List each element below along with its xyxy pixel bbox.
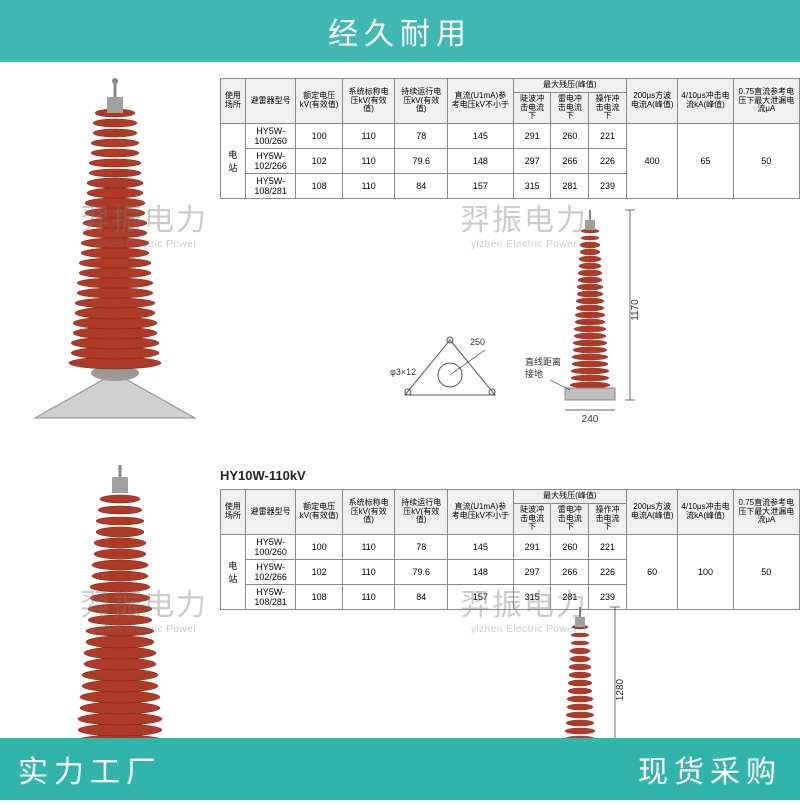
bottom-banner: 实力工厂 现货采购 <box>0 738 800 800</box>
sub-steep: 陡波冲击电流下 <box>513 92 551 123</box>
svg-text:φ3×12: φ3×12 <box>390 367 416 377</box>
watermark-4: 羿振电力 yizhen Electric Power <box>460 580 588 635</box>
col-system: 系统标称电压kV(有效值) <box>342 79 395 124</box>
table-1: 使用场所 避雷器型号 额定电压kV(有效值) 系统标称电压kV(有效值) 持续运… <box>220 78 800 199</box>
svg-text:1280: 1280 <box>615 678 626 701</box>
watermark-ch: 羿振电力 <box>80 195 208 239</box>
col-rated: 额定电压kV(有效值) <box>296 79 342 124</box>
top-banner-text: 经久耐用 <box>328 9 472 53</box>
svg-text:250: 250 <box>470 337 485 347</box>
svg-text:直线距离: 直线距离 <box>525 356 561 367</box>
table-row: 电站 HY5W-100/260 100 110 78 145 291 260 2… <box>221 535 800 560</box>
sub-operate: 操作冲击电流下 <box>589 92 627 123</box>
cell-place: 电站 <box>221 124 246 199</box>
svg-text:1170: 1170 <box>630 299 641 321</box>
svg-text:240: 240 <box>582 414 599 425</box>
col-cont: 持续运行电压kV(有效值) <box>395 79 448 124</box>
watermark-2: 羿振电力 yizhen Electric Power <box>460 195 588 250</box>
watermark-3: 羿振电力 yizhen Electric Power <box>80 580 208 635</box>
col-410us: 4/10μs冲击电流kA(峰值) <box>678 79 733 124</box>
spec-table-1: 使用场所 避雷器型号 额定电压kV(有效值) 系统标称电压kV(有效值) 持续运… <box>220 78 800 199</box>
watermark-1: 羿振电力 yizhen Electric Power <box>80 195 208 250</box>
table-row: 电站 HY5W-100/260 100 110 78 145 291 260 2… <box>221 124 800 149</box>
model-title-2: HY10W-110kV <box>220 468 800 483</box>
col-075: 0.75直流参考电压下最大泄漏电流μA <box>733 79 799 124</box>
col-residual: 最大残压(峰值) <box>513 79 626 93</box>
top-banner: 经久耐用 <box>0 0 800 62</box>
col-place: 使用场所 <box>221 79 246 124</box>
col-model: 避雷器型号 <box>245 79 296 124</box>
bottom-left-text: 实力工厂 <box>18 747 162 791</box>
svg-text:接地: 接地 <box>525 368 543 379</box>
sub-lightning: 雷电冲击电流下 <box>551 92 589 123</box>
col-200us: 200μs方波电流A(峰值) <box>626 79 677 124</box>
bottom-right-text: 现货采购 <box>638 747 782 791</box>
watermark-en: yizhen Electric Power <box>91 239 197 250</box>
col-dc: 直流(U1mA)参考电压kV不小于 <box>447 79 513 124</box>
